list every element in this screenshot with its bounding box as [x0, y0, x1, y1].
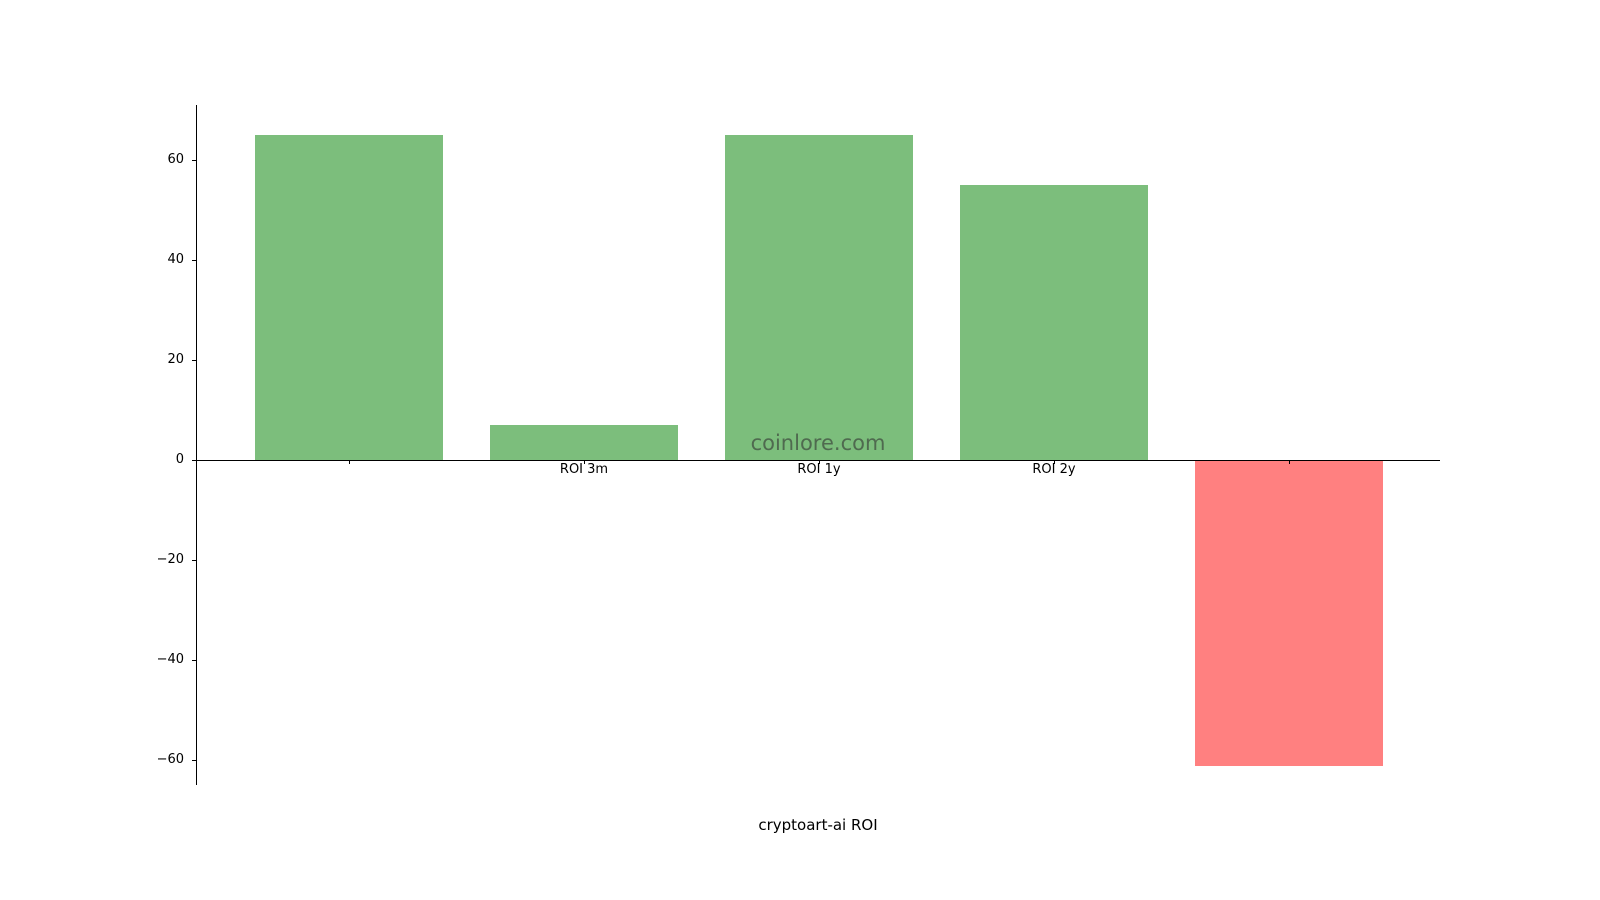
- y-tick-label: −20: [156, 552, 184, 567]
- x-tick-mark: [349, 460, 350, 464]
- y-tick-mark: [192, 360, 196, 361]
- y-tick-mark: [192, 660, 196, 661]
- bar-unlabeled-0: [255, 135, 443, 460]
- y-tick-label: 20: [167, 352, 184, 367]
- y-tick-mark: [192, 560, 196, 561]
- bar-roi-3m: [490, 425, 678, 460]
- x-tick-mark: [1289, 460, 1290, 464]
- x-tick-mark: [584, 460, 585, 464]
- x-axis-zero-line: [196, 460, 1440, 461]
- x-tick-label: ROI 2y: [1032, 462, 1076, 477]
- watermark-text: coinlore.com: [750, 431, 886, 455]
- x-tick-label: ROI 3m: [559, 462, 609, 477]
- y-tick-label: −40: [156, 652, 184, 667]
- y-tick-mark: [192, 160, 196, 161]
- y-tick-mark: [192, 460, 196, 461]
- x-tick-mark: [1054, 460, 1055, 464]
- y-axis-spine: [196, 105, 197, 785]
- y-tick-label: 0: [175, 452, 184, 467]
- y-tick-label: 40: [167, 252, 184, 267]
- x-tick-mark: [819, 460, 820, 464]
- x-axis-title: cryptoart-ai ROI: [758, 816, 878, 834]
- bar-roi-1y: [725, 135, 913, 460]
- y-tick-label: −60: [156, 752, 184, 767]
- y-tick-mark: [192, 260, 196, 261]
- y-tick-mark: [192, 760, 196, 761]
- x-tick-label: ROI 1y: [797, 462, 841, 477]
- bar-roi-2y: [960, 185, 1148, 460]
- bar-unlabeled-4: [1195, 461, 1383, 766]
- y-tick-label: 60: [167, 152, 184, 167]
